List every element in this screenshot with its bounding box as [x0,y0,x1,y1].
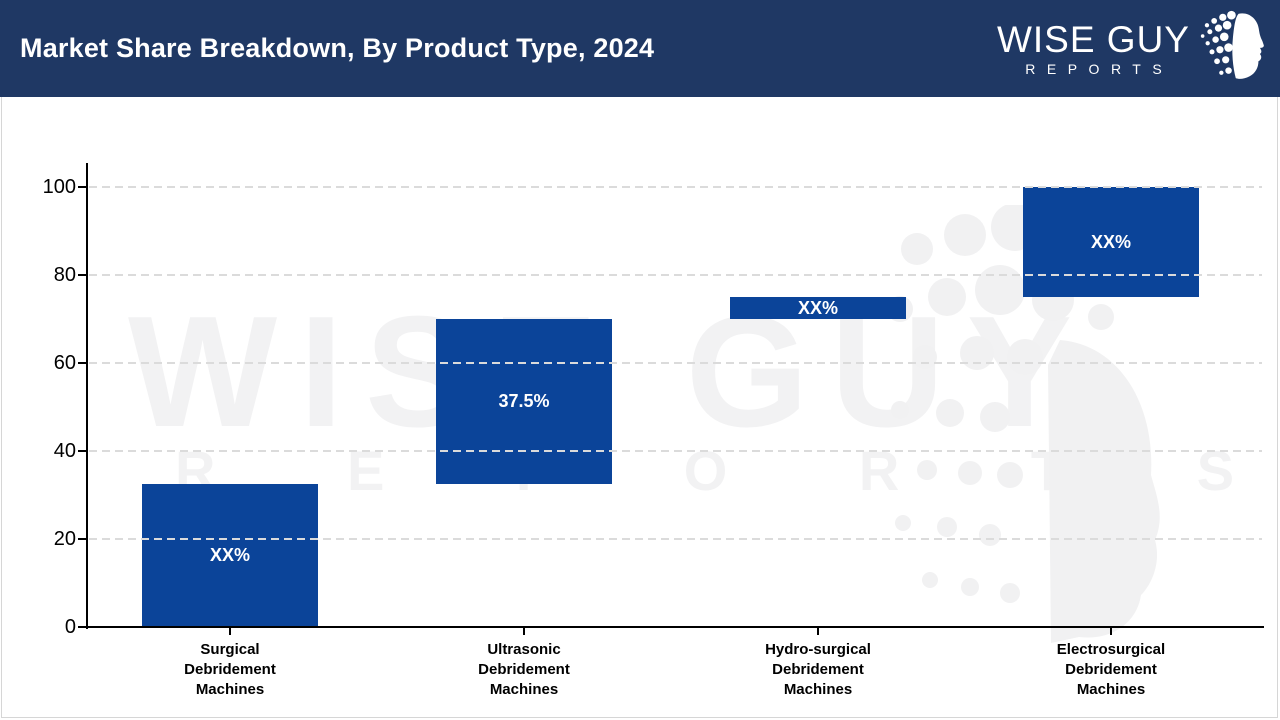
bar-value-label: 37.5% [498,391,550,411]
bar-segment: XX% [730,297,906,319]
logo-head-icon [1200,10,1264,79]
x-axis-spine [86,626,1264,628]
bar-value-label: XX% [797,297,839,318]
bar-value-label: XX% [1090,231,1132,252]
x-tick-mark-3 [1110,627,1112,635]
wise-guy-logo: WISE GUY REPORTS [997,7,1266,91]
y-tick-label-0: 0 [64,616,76,638]
y-tick-mark-100 [78,186,87,188]
gridline-20 [89,538,1262,540]
bar-segment: 37.5% [436,319,612,484]
y-tick-mark-0 [78,626,87,628]
y-tick-mark-20 [78,538,87,540]
x-category-label: Surgical Debridement Machines [184,641,276,698]
gridline-60 [89,362,1262,364]
y-tick-label-60: 60 [53,352,76,374]
y-tick-label-80: 80 [53,264,76,286]
bar-value-label: XX% [209,545,251,565]
y-tick-label-40: 40 [53,440,76,462]
y-tick-label-20: 20 [53,528,76,550]
y-tick-label-100: 100 [42,176,76,198]
x-tick-mark-2 [817,627,819,635]
x-tick-mark-0 [229,627,231,635]
chart-title: Market Share Breakdown, By Product Type,… [20,33,655,63]
gridline-80 [89,274,1262,276]
y-tick-mark-40 [78,450,87,452]
x-tick-mark-1 [523,627,525,635]
logo-subtitle: REPORTS [1025,60,1174,77]
y-axis-spine [86,163,88,629]
y-tick-mark-80 [78,274,87,276]
logo-wordmark: WISE GUY [996,18,1190,60]
y-tick-mark-60 [78,362,87,364]
logo-text: WISE GUY REPORTS [996,18,1190,77]
bar-segment: XX% [142,484,318,627]
bar-segment: XX% [1023,187,1199,297]
header-bar: Market Share Breakdown, By Product Type,… [0,0,1280,97]
x-category-label: Hydro-surgical Debridement Machines [765,641,871,698]
gridline-40 [89,450,1262,452]
gridline-100 [89,186,1262,188]
x-category-label: Ultrasonic Debridement Machines [478,641,570,698]
x-category-label: Electrosurgical Debridement Machines [1056,641,1166,698]
